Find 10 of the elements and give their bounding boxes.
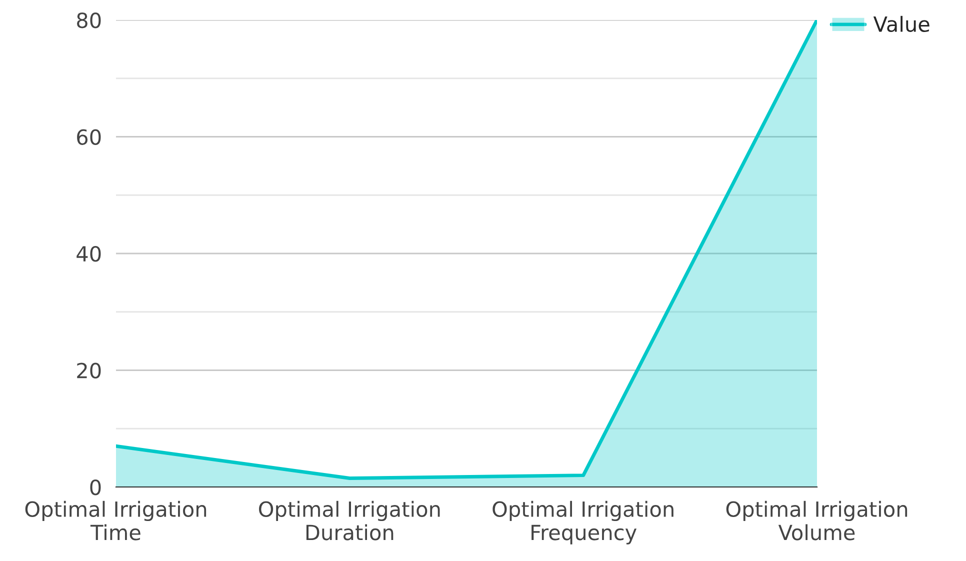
y-tick-label: 80 [77,12,101,28]
x-tick-label: Optimal Irrigation Volume [726,500,908,540]
x-tick-label: Optimal Irrigation Duration [259,500,440,540]
x-tick-label: Optimal Irrigation Frequency [492,500,674,544]
y-tick-label: 0 [90,479,101,496]
y-tick-label: 20 [77,362,101,378]
legend-label: Value [873,16,930,32]
y-tick-label: 40 [76,246,101,262]
y-tick-label: 60 [77,129,101,145]
x-tick-label: Optimal Irrigation Time [25,500,206,540]
